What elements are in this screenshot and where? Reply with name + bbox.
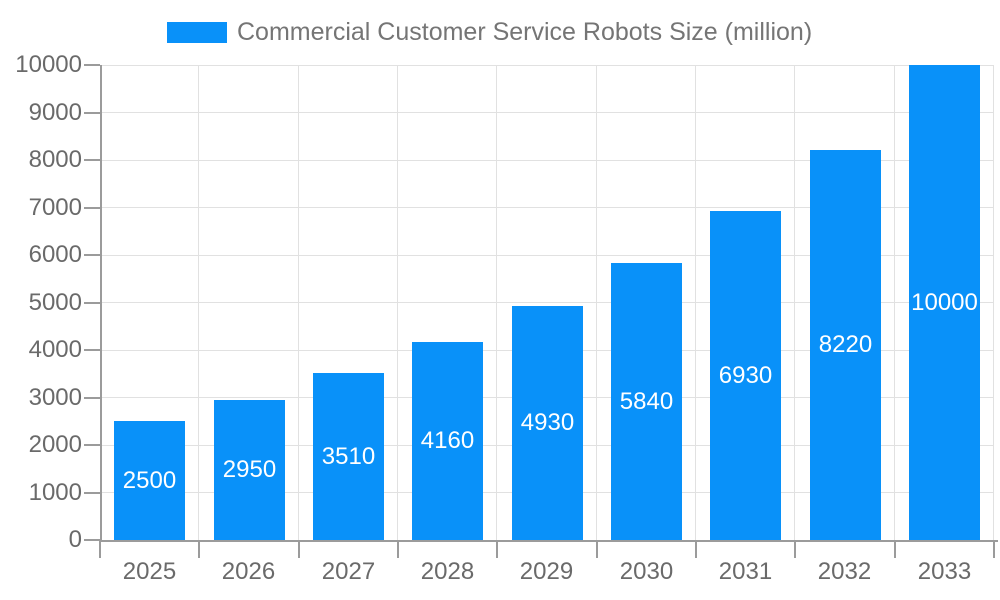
y-axis-tick [84, 349, 100, 351]
x-axis-label: 2025 [122, 558, 177, 585]
x-axis-tick [397, 540, 399, 558]
legend-swatch [167, 22, 227, 43]
x-axis-tick [993, 540, 995, 558]
x-axis-label: 2033 [917, 558, 972, 585]
y-axis-tick [84, 207, 100, 209]
legend-title: Commercial Customer Service Robots Size … [237, 18, 813, 46]
y-axis-label: 8000 [28, 146, 82, 173]
x-axis-label: 2030 [619, 558, 674, 585]
v-gridline [695, 65, 696, 540]
x-axis-tick [99, 540, 101, 558]
bar-value-label: 5840 [619, 387, 674, 415]
v-gridline [794, 65, 795, 540]
y-axis-label: 1000 [28, 479, 82, 506]
y-axis-tick [84, 397, 100, 399]
y-axis-label: 3000 [28, 384, 82, 411]
x-axis-label: 2032 [817, 558, 872, 585]
x-axis-tick [198, 540, 200, 558]
y-axis-label: 5000 [28, 289, 82, 316]
h-gridline [100, 207, 994, 208]
x-axis-tick [298, 540, 300, 558]
bar-value-label: 4930 [520, 409, 575, 436]
y-axis-label: 7000 [28, 194, 82, 221]
h-gridline [100, 65, 994, 66]
y-axis-label: 4000 [28, 336, 82, 363]
bar-value-label: 4160 [420, 427, 475, 454]
y-axis-label: 0 [68, 526, 82, 553]
bar-value-label: 8220 [818, 331, 873, 358]
y-axis-line [100, 65, 102, 540]
v-gridline [993, 65, 994, 540]
x-axis-label: 2028 [420, 558, 475, 585]
v-gridline [198, 65, 199, 540]
y-axis-tick [84, 492, 100, 494]
y-axis-tick [84, 159, 100, 161]
x-axis-tick [596, 540, 598, 558]
bar-value-label: 10000 [911, 288, 978, 316]
x-axis-label: 2027 [321, 558, 376, 585]
h-gridline [100, 255, 994, 256]
bar[interactable]: 2950 [214, 400, 285, 540]
y-axis-label: 2000 [28, 431, 82, 458]
y-axis-label: 10000 [15, 51, 82, 78]
y-axis-tick [84, 254, 100, 256]
v-gridline [596, 65, 597, 540]
bar[interactable]: 5840 [611, 263, 682, 540]
y-axis-tick [84, 444, 100, 446]
h-gridline [100, 112, 994, 113]
y-axis-tick [84, 539, 100, 541]
bar-value-label: 3510 [321, 442, 376, 470]
bar-value-label: 2500 [122, 466, 177, 494]
bar[interactable]: 8220 [810, 150, 881, 540]
y-axis-tick [84, 64, 100, 66]
bar[interactable]: 3510 [313, 373, 384, 540]
y-axis-label: 9000 [28, 99, 82, 126]
bar-value-label: 6930 [718, 361, 773, 389]
bar[interactable]: 4160 [412, 342, 483, 540]
y-axis-tick [84, 112, 100, 114]
bar[interactable]: 10000 [909, 65, 980, 540]
x-axis-tick [794, 540, 796, 558]
x-axis-label: 2026 [221, 558, 276, 585]
h-gridline [100, 302, 994, 303]
h-gridline [100, 160, 994, 161]
v-gridline [397, 65, 398, 540]
y-axis-label: 6000 [28, 241, 82, 268]
x-axis-label: 2029 [519, 558, 574, 585]
x-axis-label: 2031 [718, 558, 773, 585]
v-gridline [496, 65, 497, 540]
x-axis-line [100, 540, 998, 542]
bar[interactable]: 6930 [710, 211, 781, 540]
x-axis-tick [894, 540, 896, 558]
v-gridline [298, 65, 299, 540]
v-gridline [894, 65, 895, 540]
x-axis-tick [695, 540, 697, 558]
x-axis-tick [496, 540, 498, 558]
bar[interactable]: 2500 [114, 421, 185, 540]
y-axis-tick [84, 302, 100, 304]
bar[interactable]: 4930 [512, 306, 583, 540]
bar-value-label: 2950 [222, 456, 277, 483]
chart-legend[interactable]: Commercial Customer Service Robots Size … [167, 18, 813, 46]
